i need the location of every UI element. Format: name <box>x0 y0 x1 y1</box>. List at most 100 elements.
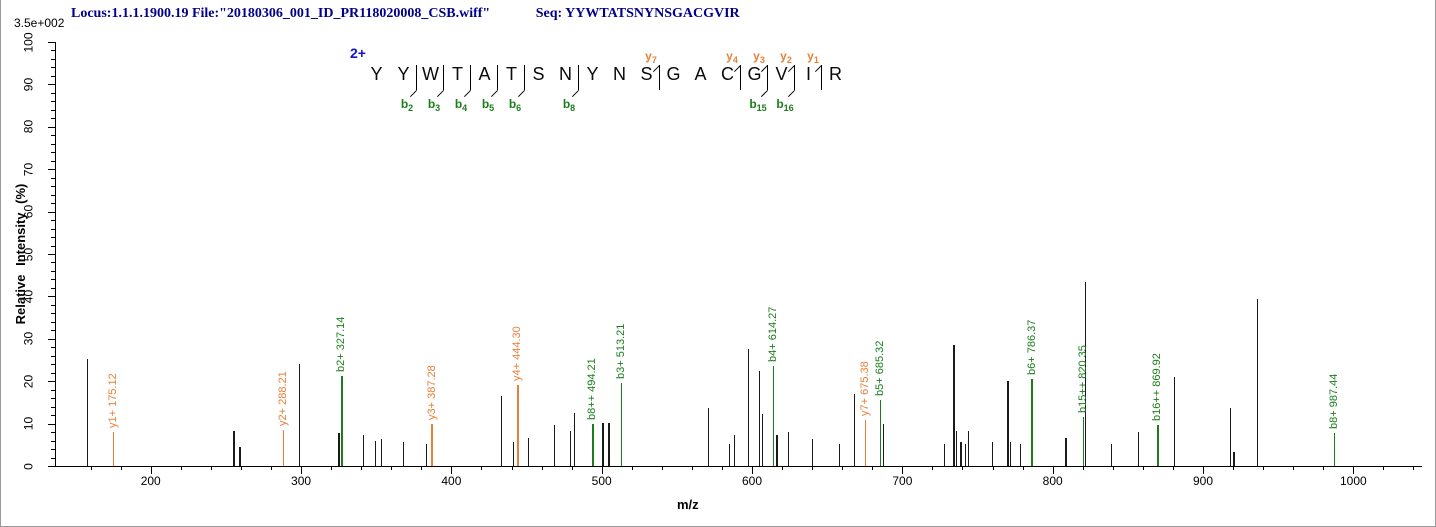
y-axis-minor-tick <box>51 135 55 137</box>
annotated-peak <box>772 366 775 466</box>
peak-label: y7+ 675.38 <box>858 361 871 417</box>
fragment-cleavage-line <box>416 65 417 90</box>
y-axis-major-tick <box>48 296 55 298</box>
residue-letter: G <box>747 64 762 84</box>
peak <box>527 438 530 466</box>
y-axis-minor-tick <box>51 355 55 357</box>
y-axis-minor-tick <box>51 364 55 366</box>
peak-label: b16++ 869.92 <box>1151 353 1164 422</box>
sequence-header-label: Seq: YYWTATSNYNSGACGVIR <box>535 6 740 21</box>
peak-label: y3+ 387.28 <box>425 364 438 420</box>
annotated-peak <box>1031 379 1033 466</box>
y-axis-minor-tick <box>51 109 55 111</box>
x-axis-minor-tick <box>812 466 814 470</box>
y-axis-minor-tick <box>51 143 55 145</box>
spectrum-plot-canvas[interactable]: 200 300 400 500 600 700 800 900 1000 0 10 20 30 40 50 6… <box>22 32 1422 488</box>
x-axis-title: m/z <box>677 497 699 512</box>
x-axis-minor-tick <box>962 466 964 470</box>
y-axis-minor-tick <box>51 457 55 459</box>
x-axis-major-tick <box>451 466 453 474</box>
y-axis-minor-tick <box>51 220 55 222</box>
y-axis-major-tick <box>48 466 55 467</box>
peak <box>1233 451 1235 466</box>
b-ion-label: b8 <box>562 97 576 113</box>
y-axis-tick-label: 60 <box>21 204 36 219</box>
fragment-cleavage-line <box>821 65 822 90</box>
x-axis-minor-tick <box>421 466 423 470</box>
x-axis-major-tick <box>1203 466 1205 474</box>
residue-letter: Y <box>586 64 599 84</box>
x-axis-minor-tick <box>391 466 393 470</box>
peak <box>758 371 761 466</box>
x-axis-minor-tick <box>511 466 513 470</box>
annotated-peak <box>1157 425 1159 466</box>
x-axis-line <box>55 466 1422 467</box>
y-axis-line <box>55 42 56 467</box>
x-axis-minor-tick <box>1323 466 1325 470</box>
x-axis-minor-tick <box>541 466 543 470</box>
peak <box>1009 441 1012 466</box>
residue-letter: A <box>478 64 491 84</box>
peak <box>362 435 365 466</box>
y-axis-minor-tick <box>51 347 55 349</box>
peak-label: b8+ 987.44 <box>1327 373 1340 430</box>
peak <box>1256 298 1259 466</box>
fragment-cleavage-line <box>794 65 795 90</box>
y-axis-tick-label: 90 <box>21 77 36 92</box>
y-axis-minor-tick <box>51 279 55 281</box>
peak <box>233 430 235 466</box>
annotated-peak <box>864 420 867 466</box>
peak <box>1229 407 1232 466</box>
y-axis-major-tick <box>48 338 55 340</box>
y-axis-major-tick <box>48 169 55 171</box>
peak <box>761 414 764 466</box>
peak-label: b6+ 786.37 <box>1025 319 1038 376</box>
x-axis-minor-tick <box>270 466 272 470</box>
y-axis-minor-tick <box>51 449 55 451</box>
y-axis-tick-label: 70 <box>21 162 36 176</box>
x-axis-minor-tick <box>120 466 122 470</box>
peak-label: y4+ 444.30 <box>511 326 524 382</box>
x-axis-tick-label: 600 <box>742 474 763 488</box>
x-axis-tick-label: 400 <box>441 474 462 488</box>
peak <box>425 443 427 466</box>
b-ion-label: b6 <box>508 97 522 113</box>
x-axis-minor-tick <box>631 466 633 470</box>
peak <box>1173 376 1176 466</box>
peak <box>955 431 958 466</box>
x-axis-minor-tick <box>481 466 483 470</box>
fragment-cleavage-line <box>740 65 741 90</box>
residue-letter: Y <box>397 64 410 84</box>
x-axis-major-tick <box>902 466 904 474</box>
annotated-peak <box>431 423 433 466</box>
precursor-charge-label: 2+ <box>350 45 366 61</box>
y-axis-minor-tick <box>51 330 55 332</box>
residue-letter: T <box>452 64 463 84</box>
y-axis-minor-tick <box>51 245 55 247</box>
peak <box>1019 443 1022 466</box>
peak <box>239 446 241 466</box>
x-axis-minor-tick <box>1082 466 1084 470</box>
base-peak-intensity-label: 3.5e+002 <box>14 16 65 30</box>
x-axis-tick-label: 700 <box>892 474 913 488</box>
residue-letter: V <box>775 64 788 84</box>
y-axis-minor-tick <box>51 304 55 306</box>
x-axis-minor-tick <box>180 466 182 470</box>
peak <box>728 443 731 466</box>
y-axis-minor-tick <box>51 67 55 69</box>
y-axis-minor-tick <box>51 203 55 205</box>
residue-letter: T <box>506 64 517 84</box>
y-axis-minor-tick <box>51 432 55 434</box>
peak <box>838 444 841 466</box>
annotated-peak <box>1333 433 1336 466</box>
y-axis-tick-label: 10 <box>21 416 36 431</box>
x-axis-tick-label: 900 <box>1193 474 1214 488</box>
peak <box>86 359 89 466</box>
annotated-peak <box>592 424 594 466</box>
peak <box>853 394 856 466</box>
x-axis-minor-tick <box>932 466 934 470</box>
y-axis-minor-tick <box>51 118 55 120</box>
x-axis-minor-tick <box>842 466 844 470</box>
residue-letter: I <box>805 64 811 84</box>
